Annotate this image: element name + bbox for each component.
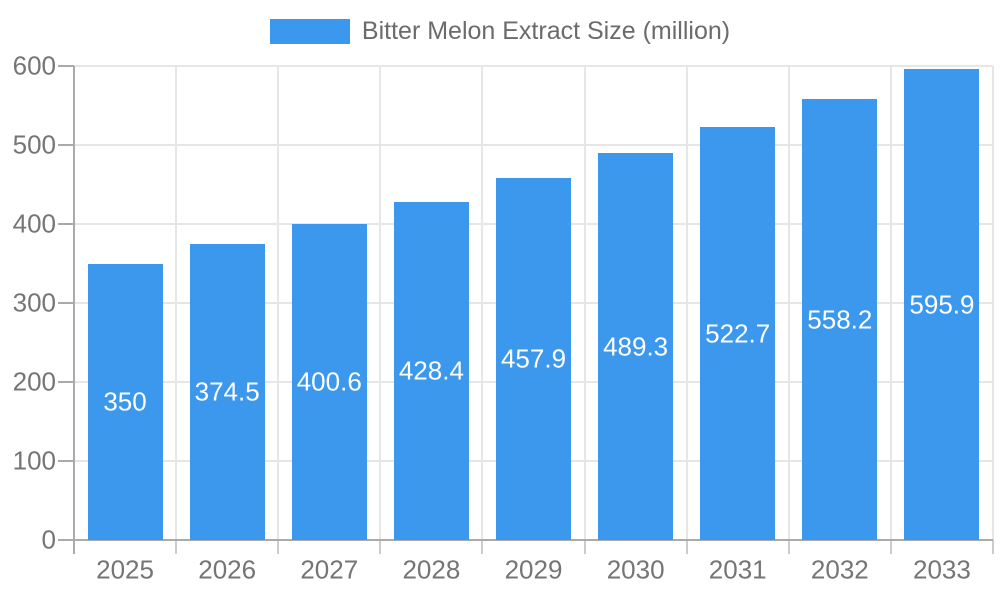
- bar-value-label: 428.4: [398, 355, 464, 386]
- bar-value-label: 558.2: [807, 304, 873, 334]
- y-tick-label: 300: [12, 287, 56, 318]
- x-tick-label: 2027: [300, 554, 359, 585]
- x-tick: [175, 540, 178, 554]
- x-tick: [481, 540, 484, 554]
- y-tick-label: 600: [12, 50, 56, 81]
- y-tick-label: 500: [12, 129, 56, 160]
- x-tick-label: 2025: [96, 554, 154, 585]
- legend-swatch: [269, 18, 350, 44]
- bar[interactable]: [700, 127, 776, 540]
- y-tick: [58, 65, 74, 67]
- x-tick-label: 2031: [708, 554, 767, 585]
- legend[interactable]: Bitter Melon Extract Size (million): [0, 14, 1000, 48]
- v-gridline: [379, 66, 382, 540]
- h-gridline: [74, 144, 993, 146]
- y-tick: [58, 144, 74, 146]
- bar[interactable]: [496, 178, 571, 540]
- x-tick-label: 2028: [402, 554, 461, 585]
- x-tick: [685, 540, 688, 554]
- x-tick-label: 2032: [810, 554, 869, 585]
- y-tick: [58, 302, 74, 304]
- bar-value-label: 374.5: [194, 376, 260, 407]
- bar[interactable]: [291, 223, 367, 540]
- bar[interactable]: [802, 99, 878, 540]
- x-tick: [889, 540, 892, 554]
- v-gridline: [685, 66, 688, 540]
- x-axis-line: [74, 539, 993, 541]
- v-gridline: [277, 66, 280, 540]
- bar[interactable]: [393, 201, 469, 540]
- h-gridline: [74, 65, 993, 67]
- x-tick-label: 2033: [913, 554, 971, 585]
- v-gridline: [889, 66, 892, 540]
- x-tick: [992, 540, 994, 554]
- y-tick: [58, 460, 74, 462]
- x-tick: [787, 540, 790, 554]
- v-gridline: [583, 66, 586, 540]
- x-tick: [277, 540, 280, 554]
- bar[interactable]: [598, 153, 674, 540]
- v-gridline: [787, 66, 790, 540]
- y-tick-label: 200: [12, 366, 56, 397]
- y-tick: [58, 223, 74, 225]
- bar-value-label: 400.6: [296, 366, 362, 397]
- bar[interactable]: [904, 69, 980, 540]
- bar-value-label: 457.9: [500, 343, 567, 374]
- bar-value-label: 350: [103, 386, 147, 417]
- v-gridline: [992, 66, 994, 540]
- x-tick-label: 2030: [606, 554, 665, 585]
- y-tick: [58, 539, 74, 541]
- bar[interactable]: [189, 244, 265, 540]
- bar[interactable]: [87, 263, 163, 540]
- y-axis-line: [73, 66, 75, 554]
- x-tick: [379, 540, 382, 554]
- y-tick: [58, 381, 74, 383]
- x-tick: [583, 540, 586, 554]
- bar-value-label: 489.3: [603, 331, 669, 362]
- v-gridline: [481, 66, 484, 540]
- bar-value-label: 522.7: [705, 318, 771, 349]
- x-tick-label: 2029: [504, 554, 563, 585]
- y-tick-label: 400: [12, 208, 56, 239]
- y-tick-label: 100: [12, 445, 56, 476]
- v-gridline: [175, 66, 178, 540]
- legend-label: Bitter Melon Extract Size (million): [361, 16, 731, 45]
- x-tick-label: 2026: [198, 554, 257, 585]
- y-tick-label: 0: [41, 524, 56, 555]
- bar-value-label: 595.9: [909, 289, 975, 320]
